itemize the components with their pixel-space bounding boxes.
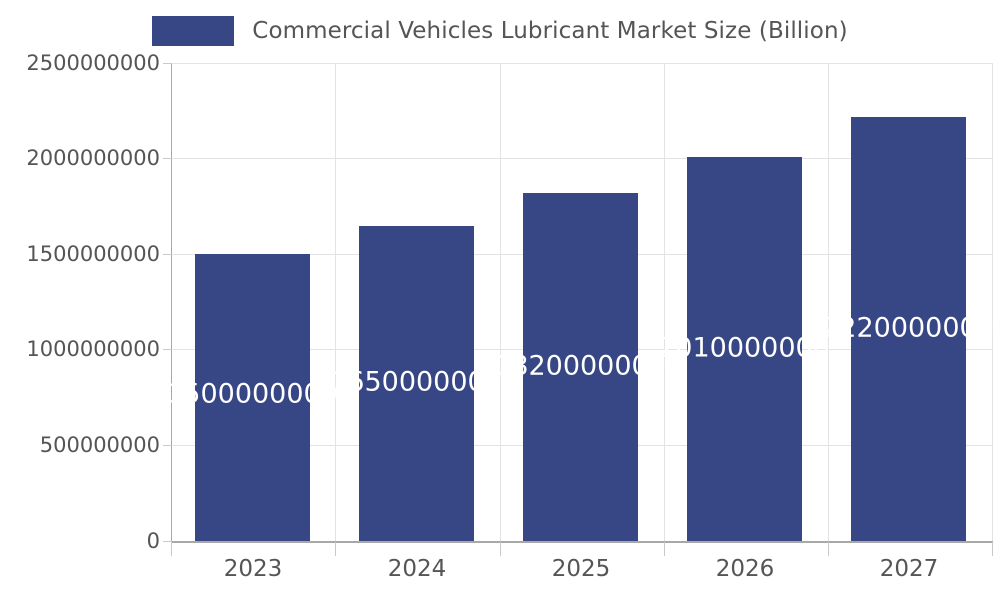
bar-2024[interactable] [359, 226, 474, 541]
y-tick-mark-2500000000 [163, 63, 172, 64]
y-axis-line [171, 63, 172, 541]
y-tick-label-1500000000: 1500000000 [26, 242, 160, 266]
y-tick-label-2500000000: 2500000000 [26, 51, 160, 75]
legend-label: Commercial Vehicles Lubricant Market Siz… [252, 18, 848, 44]
bar-2025[interactable] [523, 193, 638, 541]
gridline-y-2000000000 [171, 158, 993, 159]
bar-2027[interactable] [851, 117, 966, 541]
x-tick-label-2027: 2027 [879, 556, 939, 582]
y-tick-mark-0 [163, 541, 172, 542]
y-tick-mark-500000000 [163, 445, 172, 446]
x-tick-label-2026: 2026 [715, 556, 775, 582]
gridline-x-1 [335, 63, 336, 541]
y-tick-mark-2000000000 [163, 158, 172, 159]
legend-item-commercial-vehicles[interactable]: Commercial Vehicles Lubricant Market Siz… [152, 16, 848, 46]
chart-legend: Commercial Vehicles Lubricant Market Siz… [0, 14, 1000, 48]
x-tick-mark-1 [335, 542, 336, 556]
y-tick-label-500000000: 500000000 [39, 433, 160, 457]
legend-color-swatch-icon [152, 16, 235, 46]
x-axis-line [171, 541, 993, 543]
x-tick-mark-2 [500, 542, 501, 556]
y-tick-mark-1000000000 [163, 349, 172, 350]
y-tick-label-2000000000: 2000000000 [26, 146, 160, 170]
gridline-y-2500000000 [171, 63, 993, 64]
gridline-x-3 [664, 63, 665, 541]
gridline-x-5 [992, 63, 993, 541]
y-tick-label-0: 0 [146, 529, 160, 553]
bars-container: 1500000000 1650000000 1820000000 2010000… [171, 0, 993, 600]
x-tick-mark-4 [828, 542, 829, 556]
bar-2023[interactable] [195, 254, 310, 541]
y-axis-tick-labels: 0 500000000 1000000000 1500000000 200000… [0, 0, 160, 600]
gridline-x-2 [500, 63, 501, 541]
bar-2026[interactable] [687, 157, 802, 541]
gridline-x-4 [828, 63, 829, 541]
x-tick-mark-0 [171, 542, 172, 556]
y-tick-mark-1500000000 [163, 254, 172, 255]
x-tick-label-2025: 2025 [551, 556, 611, 582]
y-tick-label-1000000000: 1000000000 [26, 337, 160, 361]
x-tick-label-2024: 2024 [387, 556, 447, 582]
x-tick-mark-3 [664, 542, 665, 556]
x-tick-mark-5 [992, 542, 993, 556]
x-tick-label-2023: 2023 [223, 556, 283, 582]
